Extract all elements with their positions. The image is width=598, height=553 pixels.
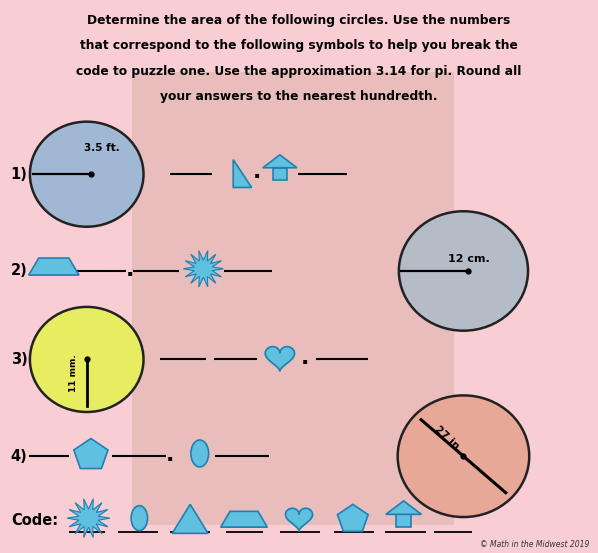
- Polygon shape: [396, 514, 411, 527]
- Polygon shape: [266, 347, 294, 371]
- Polygon shape: [183, 251, 224, 287]
- Polygon shape: [29, 258, 79, 275]
- Text: 4): 4): [11, 448, 28, 464]
- Polygon shape: [273, 168, 287, 180]
- Polygon shape: [285, 508, 313, 531]
- Polygon shape: [172, 504, 208, 533]
- Text: 12 cm.: 12 cm.: [448, 254, 490, 264]
- Polygon shape: [221, 512, 267, 527]
- Text: that correspond to the following symbols to help you break the: that correspond to the following symbols…: [80, 39, 518, 53]
- Text: 3.5 ft.: 3.5 ft.: [84, 143, 120, 153]
- Text: 3): 3): [11, 352, 28, 367]
- Text: Determine the area of the following circles. Use the numbers: Determine the area of the following circ…: [87, 14, 511, 27]
- Text: 27 in.: 27 in.: [433, 425, 464, 455]
- Text: .: .: [166, 445, 175, 465]
- Text: your answers to the nearest hundredth.: your answers to the nearest hundredth.: [160, 90, 438, 103]
- Text: 2): 2): [11, 263, 28, 279]
- Text: Code:: Code:: [11, 513, 58, 529]
- Text: .: .: [301, 348, 309, 368]
- Text: 11 mm.: 11 mm.: [69, 354, 78, 392]
- Text: code to puzzle one. Use the approximation 3.14 for pi. Round all: code to puzzle one. Use the approximatio…: [77, 65, 521, 78]
- Polygon shape: [263, 155, 297, 168]
- Bar: [132, 72, 454, 525]
- Text: 1): 1): [11, 166, 28, 182]
- Circle shape: [30, 122, 144, 227]
- Text: .: .: [126, 260, 135, 280]
- Polygon shape: [74, 439, 108, 468]
- Polygon shape: [67, 499, 110, 538]
- Ellipse shape: [131, 505, 148, 531]
- Circle shape: [399, 211, 528, 331]
- Polygon shape: [233, 160, 252, 187]
- Text: © Math in the Midwest 2019: © Math in the Midwest 2019: [480, 540, 589, 549]
- Ellipse shape: [191, 440, 209, 467]
- Circle shape: [398, 395, 529, 517]
- Polygon shape: [337, 504, 368, 531]
- Circle shape: [30, 307, 144, 412]
- Polygon shape: [386, 501, 422, 514]
- Text: .: .: [253, 162, 261, 182]
